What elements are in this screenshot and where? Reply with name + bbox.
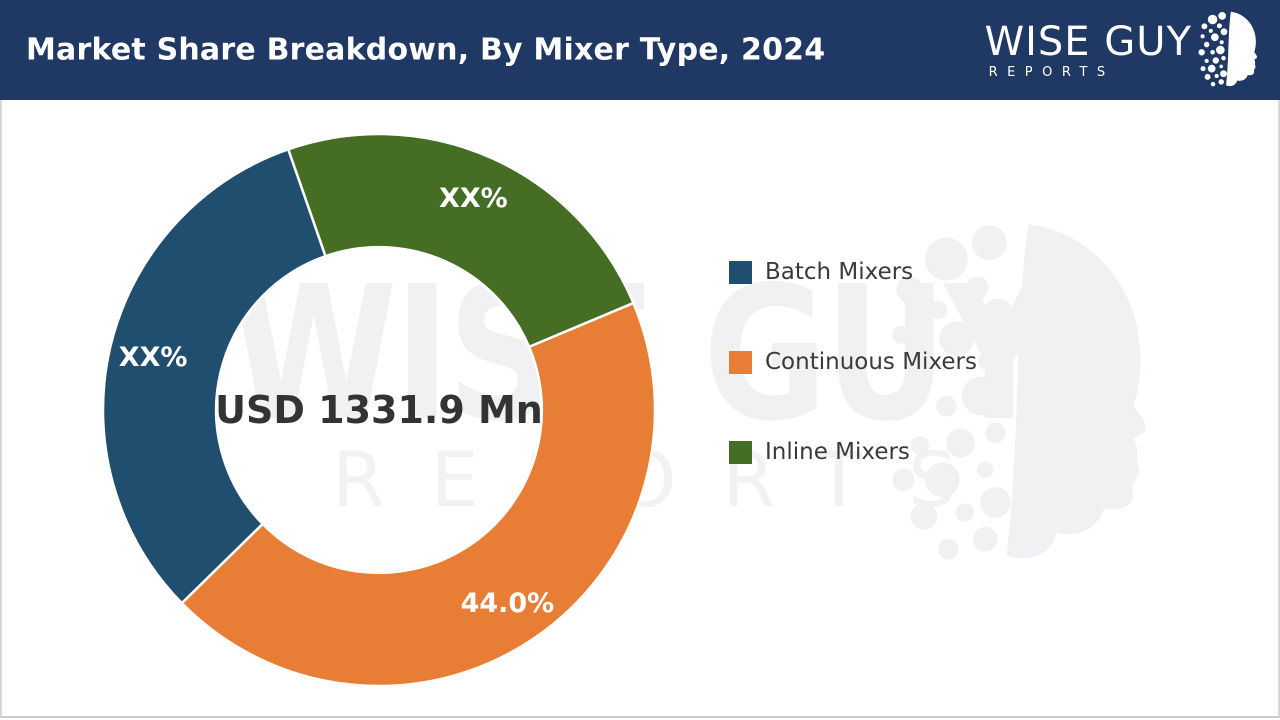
donut-chart: XX% 44.0% XX%	[101, 132, 657, 688]
slice-label-continuous-mixers: 44.0%	[461, 588, 555, 619]
page-title: Market Share Breakdown, By Mixer Type, 2…	[26, 32, 826, 68]
logo-subtitle: REPORTS	[988, 64, 1115, 80]
slice-label-inline-mixers: XX%	[439, 183, 508, 214]
slice-label-batch-mixers: XX%	[119, 342, 188, 373]
legend-label: Inline Mixers	[765, 438, 910, 465]
donut-slice-batch-mixers	[101, 148, 327, 605]
legend-item-inline-mixers: Inline Mixers	[729, 430, 977, 474]
donut-slice-inline-mixers	[286, 132, 635, 349]
logo-text: WISE GUY REPORTS	[985, 21, 1192, 80]
legend-swatch-continuous-mixers	[729, 350, 752, 374]
donut-center-value: USD 1331.9 Mn	[215, 388, 543, 432]
chart-canvas: WISE GUY REPORTS XX% 44.0% XX% USD 1331.9 …	[0, 100, 1280, 718]
legend-label: Batch Mixers	[765, 258, 914, 285]
legend-label: Continuous Mixers	[765, 348, 977, 375]
logo-wordmark: WISE GUY	[984, 18, 1192, 65]
logo-face-icon	[1194, 9, 1264, 91]
header-bar: Market Share Breakdown, By Mixer Type, 2…	[0, 0, 1280, 100]
legend-swatch-inline-mixers	[729, 440, 752, 464]
donut-slice-continuous-mixers	[180, 301, 657, 688]
wise-guy-reports-logo: WISE GUY REPORTS	[985, 8, 1264, 92]
legend-swatch-batch-mixers	[729, 260, 752, 284]
legend-item-batch-mixers: Batch Mixers	[729, 250, 977, 294]
legend-item-continuous-mixers: Continuous Mixers	[729, 340, 977, 384]
chart-legend: Batch Mixers Continuous Mixers Inline Mi…	[729, 250, 977, 520]
